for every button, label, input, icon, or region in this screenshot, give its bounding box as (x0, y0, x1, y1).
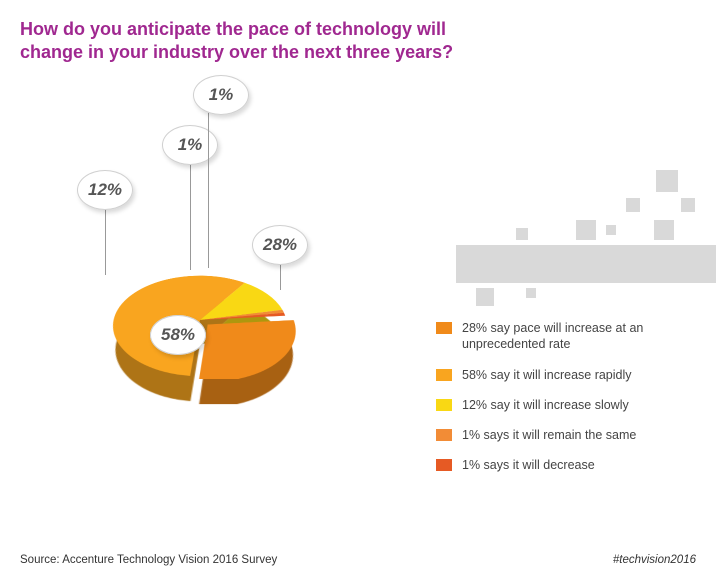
pie-chart: 28% 58% 12% 1% 1% (30, 90, 400, 470)
title-line-2: change in your industry over the next th… (20, 42, 453, 62)
legend-swatch (436, 429, 452, 441)
legend: 28% say pace will increase at an unprece… (436, 320, 686, 488)
flag-1b: 1% (193, 75, 249, 115)
legend-row: 58% say it will increase rapidly (436, 367, 686, 383)
legend-label: 12% say it will increase slowly (462, 397, 629, 413)
pie-slice (199, 320, 308, 379)
legend-label: 1% says it will remain the same (462, 427, 636, 443)
source-text: Source: Accenture Technology Vision 2016… (20, 554, 277, 566)
legend-label: 58% say it will increase rapidly (462, 367, 632, 383)
legend-row: 1% says it will decrease (436, 457, 686, 473)
flag-58: 58% (150, 315, 206, 355)
legend-label: 1% says it will decrease (462, 457, 595, 473)
flag-1a: 1% (162, 125, 218, 165)
chart-title: How do you anticipate the pace of techno… (20, 18, 453, 65)
legend-row: 28% say pace will increase at an unprece… (436, 320, 686, 353)
flag-28: 28% (252, 225, 308, 265)
flag-pole (190, 160, 191, 270)
legend-label: 28% say pace will increase at an unprece… (462, 320, 686, 353)
legend-swatch (436, 322, 452, 334)
title-line-1: How do you anticipate the pace of techno… (20, 19, 446, 39)
legend-row: 1% says it will remain the same (436, 427, 686, 443)
flag-pole (105, 205, 106, 275)
flag-12: 12% (77, 170, 133, 210)
flag-pole (208, 108, 209, 268)
decorative-squares (456, 170, 716, 310)
legend-swatch (436, 399, 452, 411)
legend-swatch (436, 369, 452, 381)
legend-swatch (436, 459, 452, 471)
legend-row: 12% say it will increase slowly (436, 397, 686, 413)
hashtag-text: #techvision2016 (613, 554, 696, 566)
